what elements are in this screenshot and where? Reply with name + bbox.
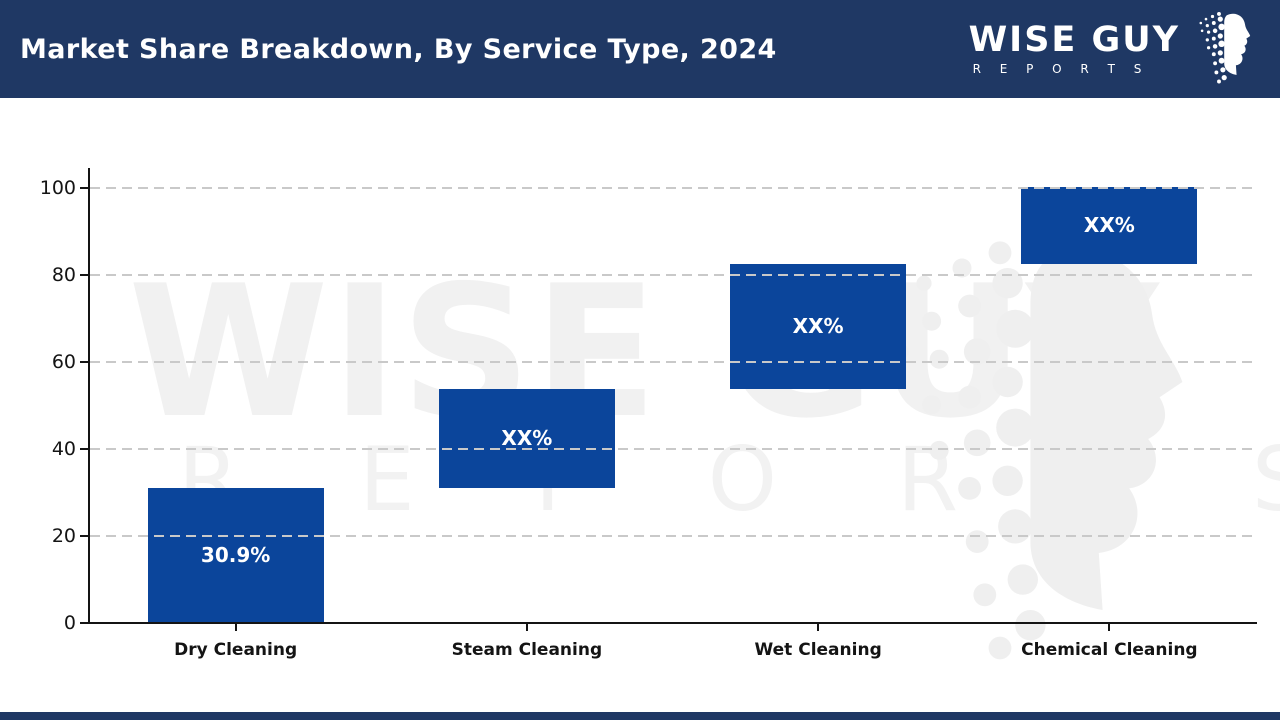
logo-wordmark: WISE GUY — [968, 20, 1180, 60]
y-axis-tick — [80, 187, 88, 189]
y-tick-label: 0 — [63, 612, 76, 634]
page-title: Market Share Breakdown, By Service Type,… — [20, 33, 777, 65]
category-label: Steam Cleaning — [451, 640, 603, 660]
y-axis-tick — [80, 535, 88, 537]
bar-value-label: 30.9% — [200, 542, 271, 567]
x-axis-spine — [88, 622, 1257, 624]
bars-layer — [0, 98, 1280, 712]
chart-area: WISE GUY R E P O R T S 30.9% XX% XX — [0, 98, 1280, 712]
grid-line — [90, 274, 1257, 276]
category-label: Wet Cleaning — [754, 640, 882, 660]
logo-text: WISE GUY R E P O R T S — [968, 20, 1180, 76]
y-tick-label: 40 — [51, 438, 76, 460]
header-bar: Market Share Breakdown, By Service Type,… — [0, 0, 1280, 98]
logo-subtitle: R E P O R T S — [972, 62, 1149, 76]
category-label: Dry Cleaning — [174, 640, 298, 660]
y-tick-label: 80 — [51, 264, 76, 286]
bar-value-label: XX% — [792, 314, 844, 339]
wise-guy-reports-logo: WISE GUY R E P O R T S — [969, 10, 1252, 88]
y-axis-tick — [80, 622, 88, 624]
bar — [438, 388, 615, 488]
grid-layer — [0, 98, 1280, 712]
bar — [730, 263, 907, 389]
x-axis-tick — [234, 624, 237, 631]
bar — [1021, 187, 1198, 264]
y-tick-label: 100 — [39, 177, 76, 199]
y-tick-label: 20 — [51, 525, 76, 547]
y-axis-tick — [80, 274, 88, 276]
footer-bar — [0, 712, 1280, 720]
bar-value-label: XX% — [501, 426, 553, 451]
bar — [147, 487, 324, 622]
grid-line — [90, 448, 1257, 450]
y-axis-tick — [80, 361, 88, 363]
category-label: Chemical Cleaning — [1021, 640, 1198, 660]
label-layer: 30.9% XX% XX% XX% — [0, 98, 1280, 712]
grid-line — [90, 361, 1257, 363]
dotted-head-profile-icon — [1199, 11, 1251, 84]
axis-layer: 0 20 40 60 80 100 Dry Cleaning Steam Cleaning We… — [0, 98, 1280, 712]
x-axis-tick — [817, 624, 820, 631]
y-tick-label: 60 — [51, 351, 76, 373]
bar-value-label: XX% — [1083, 213, 1135, 238]
x-axis-tick — [525, 624, 528, 631]
y-axis-spine — [88, 168, 90, 624]
y-axis-tick — [80, 448, 88, 450]
x-axis-tick — [1108, 624, 1111, 631]
grid-line — [90, 187, 1257, 189]
grid-line — [90, 535, 1257, 537]
